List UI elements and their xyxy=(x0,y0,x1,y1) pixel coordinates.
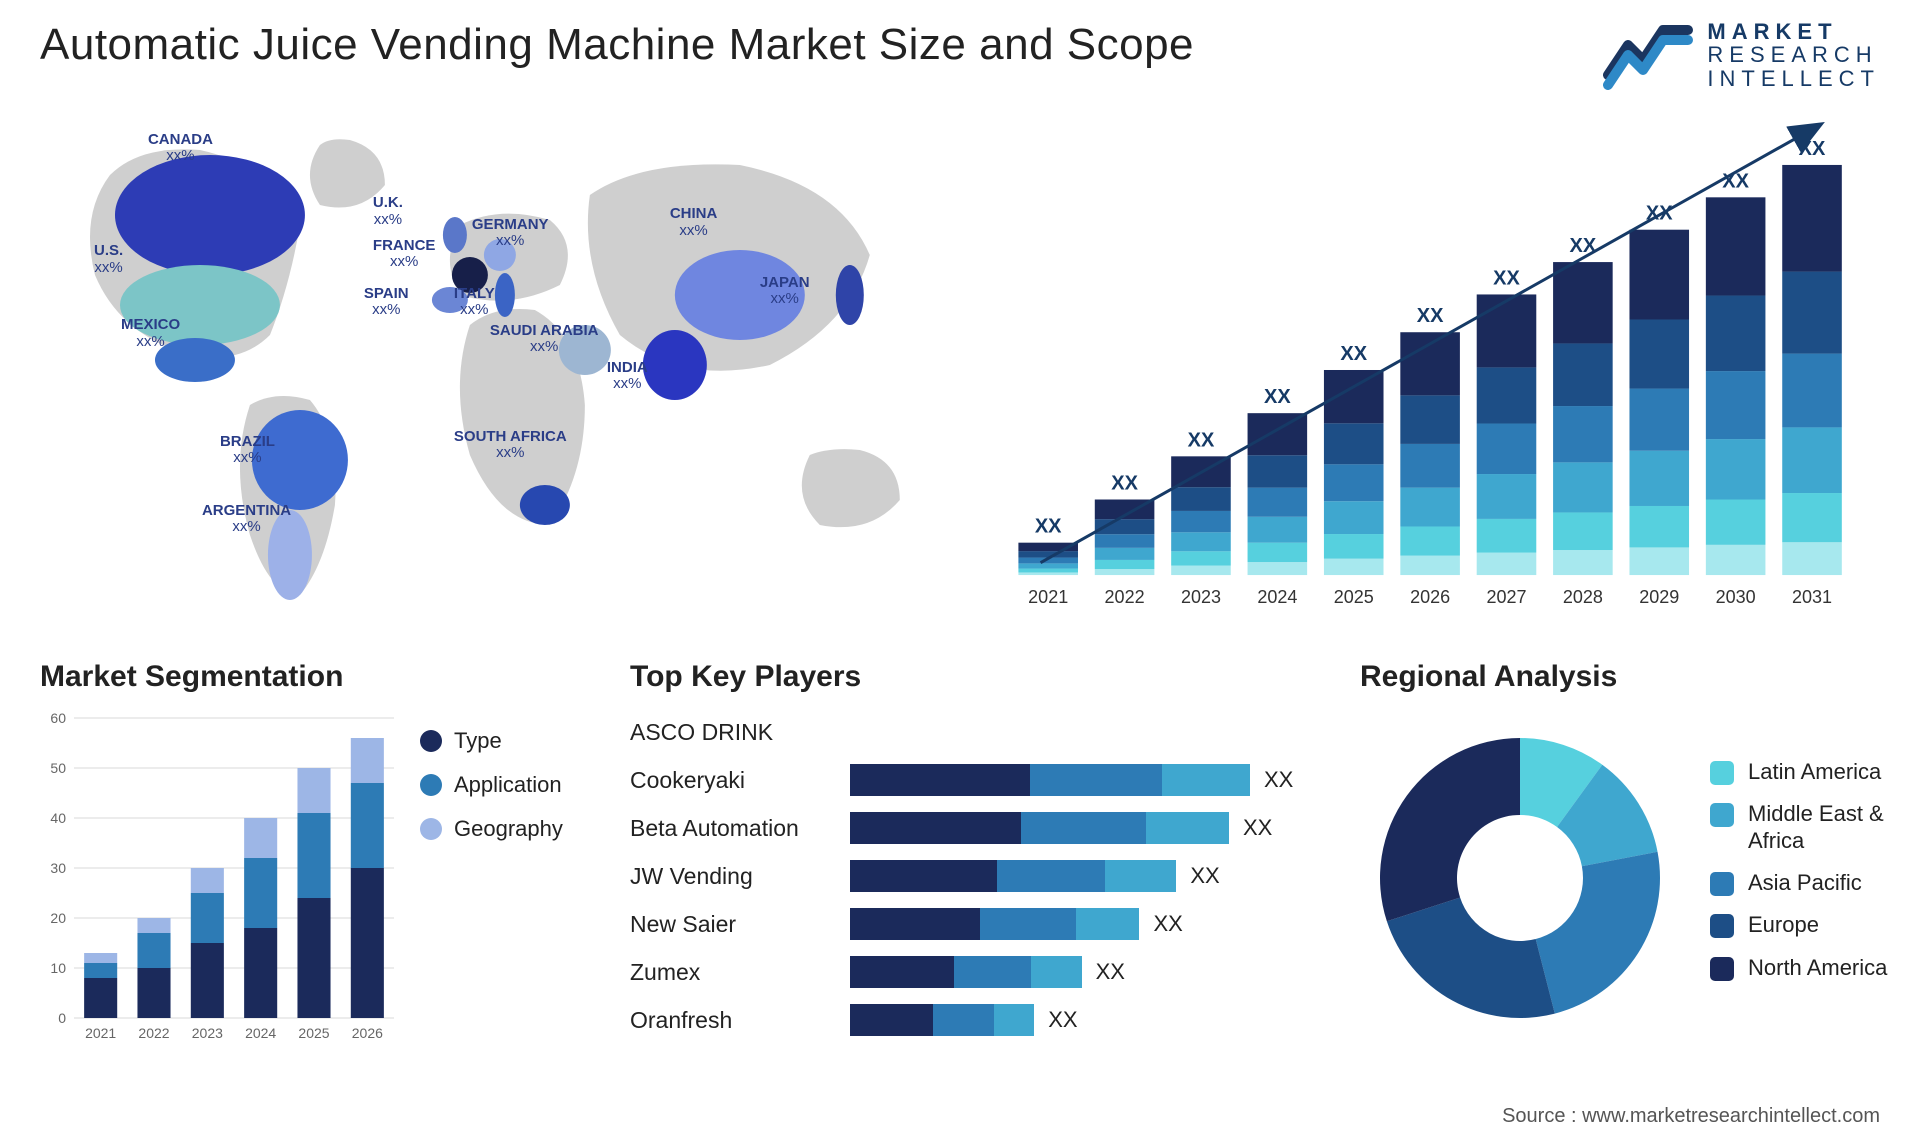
svg-text:0: 0 xyxy=(58,1010,66,1026)
players-panel: Top Key Players ASCO DRINKCookeryakiBeta… xyxy=(630,660,1330,1080)
segmentation-panel: Market Segmentation 0 10 20 30 40 50 60 2021 202… xyxy=(40,660,600,1080)
svg-text:2026: 2026 xyxy=(352,1025,383,1041)
svg-text:2022: 2022 xyxy=(138,1025,169,1041)
svg-text:XX: XX xyxy=(1187,429,1214,451)
map-label-south-africa: SOUTH AFRICAxx% xyxy=(454,429,567,462)
world-map: CANADAxx% U.S.xx% MEXICOxx% BRAZILxx% ARGENT… xyxy=(40,100,940,630)
map-label-india: INDIAxx% xyxy=(607,360,648,393)
svg-text:XX: XX xyxy=(1264,386,1291,408)
players-title: Top Key Players xyxy=(630,660,1330,694)
map-label-u-s-: U.S.xx% xyxy=(94,243,123,276)
logo-mark-icon xyxy=(1603,20,1693,90)
map-label-u-k-: U.K.xx% xyxy=(373,195,403,228)
svg-text:XX: XX xyxy=(1340,343,1367,365)
svg-text:2025: 2025 xyxy=(1333,587,1373,607)
svg-text:2023: 2023 xyxy=(192,1025,223,1041)
regional-donut-svg xyxy=(1360,718,1680,1038)
logo-text-2: RESEARCH xyxy=(1707,43,1880,66)
source-attribution: Source : www.marketresearchintellect.com xyxy=(1502,1105,1880,1128)
player-bar-row: XX xyxy=(850,996,1330,1044)
svg-text:2030: 2030 xyxy=(1715,587,1755,607)
bottom-row: Market Segmentation 0 10 20 30 40 50 60 2021 202… xyxy=(40,660,1880,1080)
player-label: Zumex xyxy=(630,948,850,996)
logo-text-1: MARKET xyxy=(1707,20,1880,43)
svg-text:2029: 2029 xyxy=(1639,587,1679,607)
svg-text:2024: 2024 xyxy=(1257,587,1297,607)
region-legend-item: Asia Pacific xyxy=(1710,870,1920,896)
top-row: CANADAxx% U.S.xx% MEXICOxx% BRAZILxx% ARGENT… xyxy=(40,100,1880,630)
svg-text:40: 40 xyxy=(50,810,66,826)
segmentation-chart: 0 10 20 30 40 50 60 2021 2022 2023 2024 2025 2026 xyxy=(40,708,400,1048)
svg-text:2021: 2021 xyxy=(1028,587,1068,607)
region-legend-item: North America xyxy=(1710,955,1920,981)
segmentation-legend: Type Application Geography xyxy=(420,708,600,1048)
brand-logo: MARKET RESEARCH INTELLECT xyxy=(1603,20,1880,90)
player-bar-row xyxy=(850,708,1330,756)
svg-text:XX: XX xyxy=(1035,516,1062,538)
svg-text:2026: 2026 xyxy=(1410,587,1450,607)
svg-text:2022: 2022 xyxy=(1104,587,1144,607)
svg-text:2027: 2027 xyxy=(1486,587,1526,607)
svg-text:2021: 2021 xyxy=(85,1025,116,1041)
regional-title: Regional Analysis xyxy=(1360,660,1920,694)
players-bars: XXXXXXXXXXXX xyxy=(850,708,1330,1044)
page-title: Automatic Juice Vending Machine Market S… xyxy=(40,20,1194,70)
map-label-argentina: ARGENTINAxx% xyxy=(202,503,291,536)
svg-text:2023: 2023 xyxy=(1181,587,1221,607)
svg-text:XX: XX xyxy=(1111,473,1138,495)
seg-legend-item: Application xyxy=(420,772,600,798)
svg-text:XX: XX xyxy=(1798,138,1825,160)
player-bar-row: XX xyxy=(850,852,1330,900)
svg-text:10: 10 xyxy=(50,960,66,976)
regional-legend: Latin America Middle East & Africa Asia Pa… xyxy=(1710,759,1920,997)
player-bar-row: XX xyxy=(850,756,1330,804)
region-legend-item: Middle East & Africa xyxy=(1710,801,1920,854)
regional-donut xyxy=(1360,718,1680,1038)
svg-text:50: 50 xyxy=(50,760,66,776)
region-legend-item: Latin America xyxy=(1710,759,1920,785)
seg-legend-item: Type xyxy=(420,728,600,754)
svg-text:2028: 2028 xyxy=(1563,587,1603,607)
svg-text:20: 20 xyxy=(50,910,66,926)
svg-text:2031: 2031 xyxy=(1792,587,1832,607)
header: Automatic Juice Vending Machine Market S… xyxy=(40,20,1880,90)
regional-panel: Regional Analysis Latin America Middle Ea… xyxy=(1360,660,1920,1080)
svg-text:2024: 2024 xyxy=(245,1025,276,1041)
player-label: Beta Automation xyxy=(630,804,850,852)
svg-text:2025: 2025 xyxy=(298,1025,329,1041)
world-map-svg xyxy=(40,100,940,630)
player-label: Oranfresh xyxy=(630,996,850,1044)
player-label: JW Vending xyxy=(630,852,850,900)
player-bar-row: XX xyxy=(850,804,1330,852)
svg-text:XX: XX xyxy=(1417,305,1444,327)
player-bar-row: XX xyxy=(850,948,1330,996)
map-label-china: CHINAxx% xyxy=(670,206,718,239)
player-label: New Saier xyxy=(630,900,850,948)
player-label: Cookeryaki xyxy=(630,756,850,804)
map-label-brazil: BRAZILxx% xyxy=(220,434,275,467)
svg-text:60: 60 xyxy=(50,710,66,726)
segmentation-title: Market Segmentation xyxy=(40,660,600,694)
region-legend-item: Europe xyxy=(1710,912,1920,938)
main-chart-svg: XX 2021 XX 2022 XX 2023 XX 2024 XX 2025 XX 2026 XX 20… xyxy=(990,120,1870,630)
player-bar-row: XX xyxy=(850,900,1330,948)
player-label: ASCO DRINK xyxy=(630,708,850,756)
main-forecast-chart: XX 2021 XX 2022 XX 2023 XX 2024 XX 2025 XX 2026 XX 20… xyxy=(980,100,1880,630)
map-label-spain: SPAINxx% xyxy=(364,286,409,319)
map-label-germany: GERMANYxx% xyxy=(472,217,549,250)
svg-text:30: 30 xyxy=(50,860,66,876)
map-label-italy: ITALYxx% xyxy=(454,286,495,319)
segmentation-chart-svg: 0 10 20 30 40 50 60 2021 2022 2023 2024 2025 2026 xyxy=(40,708,400,1048)
svg-text:XX: XX xyxy=(1493,267,1520,289)
map-label-mexico: MEXICOxx% xyxy=(121,317,180,350)
players-labels: ASCO DRINKCookeryakiBeta AutomationJW Ve… xyxy=(630,708,850,1044)
map-label-canada: CANADAxx% xyxy=(148,132,213,165)
map-label-saudi-arabia: SAUDI ARABIAxx% xyxy=(490,323,599,356)
map-label-japan: JAPANxx% xyxy=(760,275,810,308)
map-label-france: FRANCExx% xyxy=(373,238,436,271)
logo-text-3: INTELLECT xyxy=(1707,67,1880,90)
seg-legend-item: Geography xyxy=(420,816,600,842)
